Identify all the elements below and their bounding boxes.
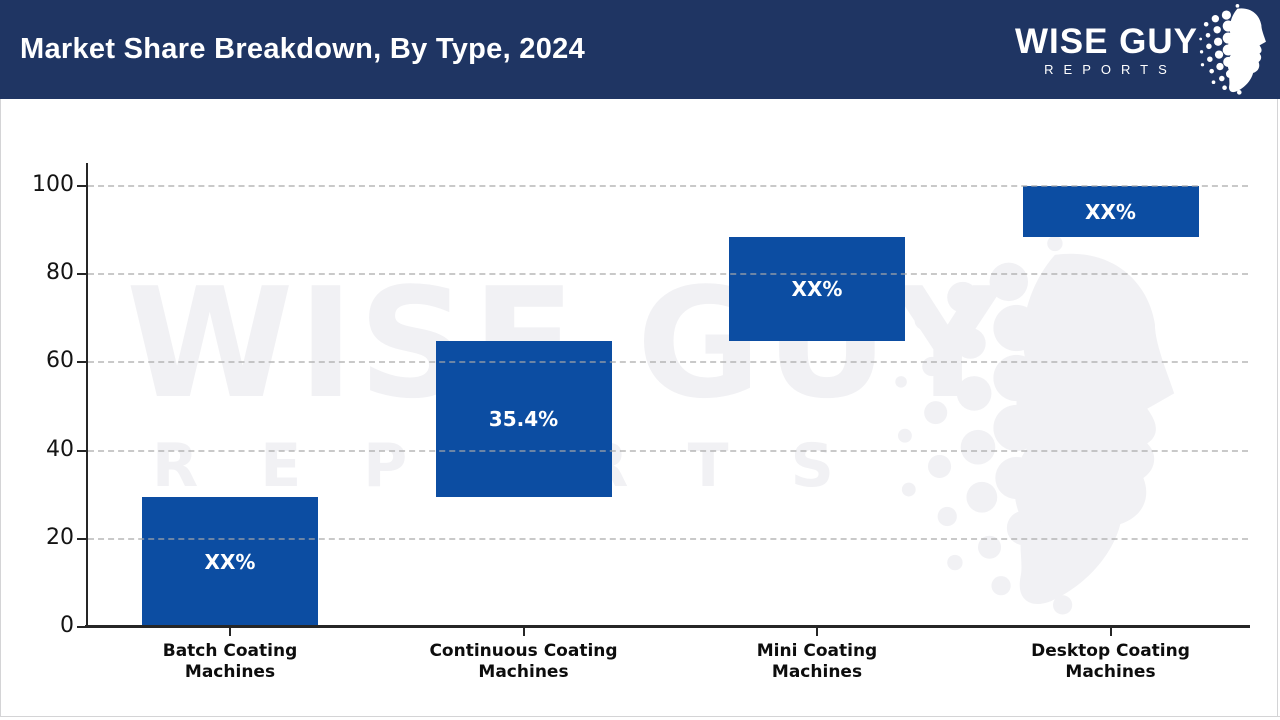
x-tick	[522, 628, 525, 636]
bar-label: XX%	[791, 276, 843, 301]
x-tick	[229, 628, 231, 636]
brand-subtext: REPORTS	[1044, 61, 1177, 77]
page-title: Market Share Breakdown, By Type, 2024	[20, 33, 586, 65]
bottom-border	[0, 716, 1280, 717]
x-category-label: Batch Coating Machines	[162, 641, 298, 683]
gridline-40	[88, 449, 1248, 452]
x-tick	[816, 628, 818, 636]
y-tick	[77, 537, 86, 540]
bar-mini-coating-machines: XX%	[729, 237, 905, 341]
watermark-head-icon	[895, 235, 1175, 615]
bar-label: 35.4%	[488, 406, 559, 431]
bar-desktop-coating-machines: XX%	[1022, 186, 1199, 238]
bar-label: XX%	[204, 549, 256, 574]
brand-logo: WISE GUY REPORTS	[1015, 0, 1274, 99]
x-tick	[1109, 628, 1112, 636]
x-category-label: Mini Coating Machines	[756, 641, 878, 683]
gridline-60	[88, 361, 1248, 364]
bar-label: XX%	[1085, 199, 1136, 224]
y-tick-label: 80	[46, 260, 74, 286]
y-axis-line	[86, 163, 88, 628]
y-tick-label: 40	[46, 436, 74, 462]
gridline-80	[88, 273, 1248, 276]
bar-batch-coating-machines: XX%	[142, 496, 318, 627]
y-tick	[77, 273, 86, 276]
gridline-20	[88, 537, 1248, 540]
y-tick	[77, 185, 86, 187]
gridline-100	[88, 185, 1248, 187]
header: Market Share Breakdown, By Type, 2024 WI…	[0, 0, 1280, 99]
x-category-label: Desktop Coating Machines	[1031, 641, 1190, 683]
brand-logo-text: WISE GUY REPORTS	[1015, 24, 1198, 76]
y-tick	[77, 449, 86, 452]
brand-head-icon	[1199, 3, 1266, 95]
y-tick	[77, 361, 86, 364]
x-axis-line	[85, 625, 1250, 628]
x-category-label: Continuous Coating Machines	[429, 641, 618, 683]
left-border	[0, 99, 1, 717]
y-tick-label: 100	[32, 172, 74, 197]
y-tick-label: 60	[46, 348, 74, 374]
y-tick-label: 0	[60, 613, 74, 638]
right-border	[1277, 99, 1278, 717]
brand-wordmark: WISE GUY	[1014, 21, 1198, 61]
y-tick-label: 20	[46, 524, 74, 550]
bar-continuous-coating-machines: 35.4%	[435, 340, 612, 497]
y-tick	[77, 626, 86, 628]
